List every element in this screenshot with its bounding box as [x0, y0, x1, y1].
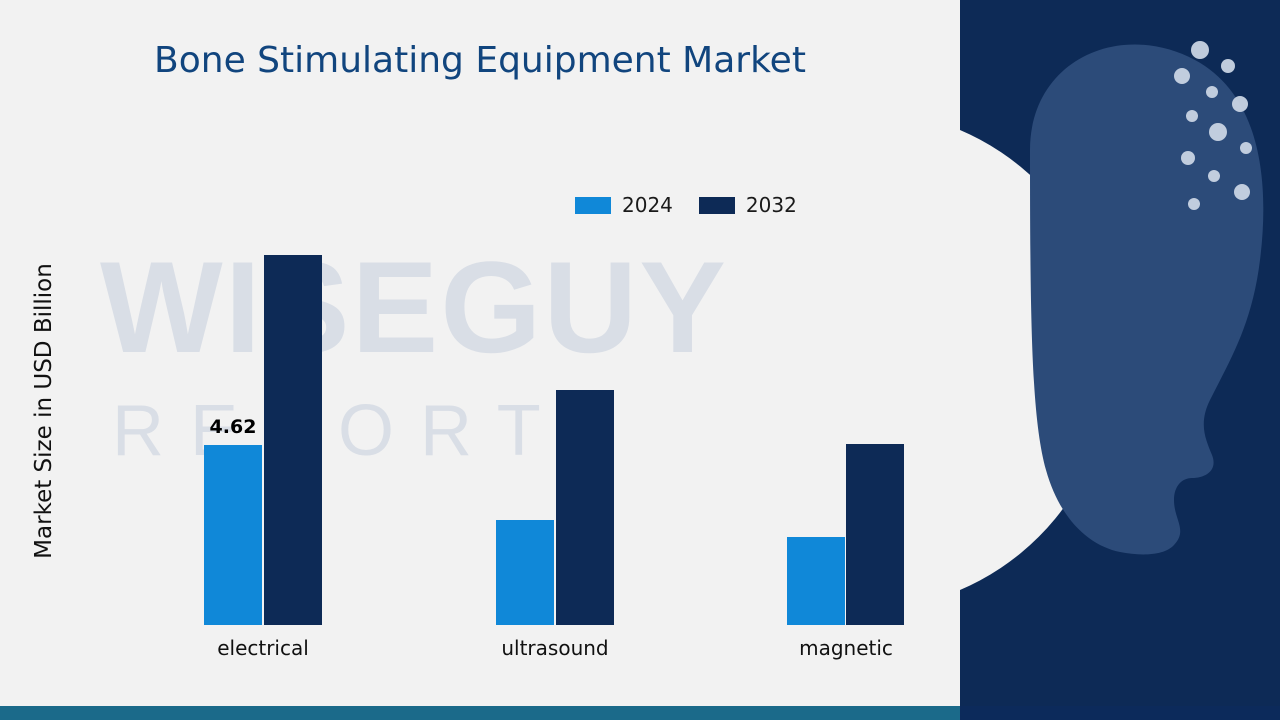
- legend-swatch-2032: [698, 196, 735, 214]
- legend-label-2024: 2024: [622, 193, 673, 217]
- category-label-electrical: electrical: [217, 636, 309, 660]
- legend-item-2024: 2024: [575, 193, 673, 217]
- bar-electrical-2024: [204, 445, 262, 625]
- legend-label-2032: 2032: [745, 193, 797, 217]
- brand-panel: WISEGUY R E P O R T S: [960, 0, 1280, 720]
- legend-swatch-2024: [575, 196, 611, 214]
- bar-magnetic-2024: [787, 537, 845, 625]
- bar-ultrasound-2032: [556, 390, 614, 625]
- page-title: Bone Stimulating Equipment Market: [154, 40, 806, 81]
- chart-legend: 2024 2032: [575, 193, 797, 217]
- bottom-accent-strip: [0, 706, 960, 720]
- bar-magnetic-2032: [846, 444, 904, 625]
- bottom-accent-strip-right: [960, 706, 1280, 720]
- bar-value-electrical-2024: 4.62: [209, 416, 257, 438]
- plot-area: 4.62 electrical ultrasound magnetic: [204, 255, 904, 660]
- category-label-magnetic: magnetic: [799, 636, 893, 660]
- legend-item-2032: 2032: [698, 193, 797, 217]
- head-silhouette-icon: [1030, 41, 1264, 555]
- bar-ultrasound-2024: [496, 520, 554, 625]
- bar-electrical-2032: [264, 255, 322, 625]
- category-label-ultrasound: ultrasound: [501, 636, 609, 660]
